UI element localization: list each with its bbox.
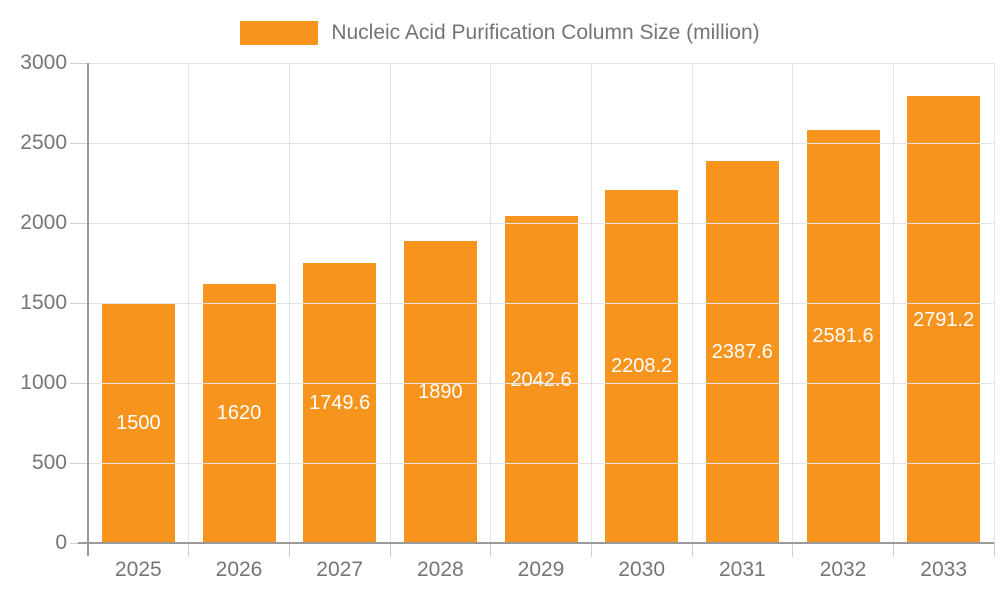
bar-2032[interactable] (806, 129, 880, 543)
x-gridline (993, 63, 995, 543)
bar-2033[interactable] (907, 96, 981, 543)
y-axis-tick-label: 2500 (20, 131, 67, 154)
x-gridline (490, 63, 492, 543)
bar-value-label: 2387.6 (711, 340, 773, 363)
x-axis-tick-label: 2033 (920, 558, 968, 581)
x-gridline (590, 63, 592, 543)
x-tick (288, 543, 290, 557)
y-gridline (88, 462, 994, 464)
y-tick (70, 302, 88, 304)
y-axis-tick-label: 2000 (20, 211, 67, 234)
legend-label[interactable]: Nucleic Acid Purification Column Size (m… (331, 21, 760, 44)
x-axis-tick-label: 2029 (517, 558, 565, 581)
y-axis-tick-label: 0 (55, 531, 67, 554)
x-axis-tick-label: 2030 (618, 558, 666, 581)
bar-value-label: 2042.6 (510, 368, 572, 391)
legend: Nucleic Acid Purification Column Size (m… (0, 21, 1000, 45)
y-axis-tick-label: 500 (31, 451, 67, 474)
x-gridline (892, 63, 894, 543)
y-gridline (88, 382, 994, 384)
bar-value-label: 1749.6 (309, 392, 371, 415)
bar-value-label: 1620 (216, 402, 262, 425)
bar-2025[interactable] (101, 303, 175, 543)
x-axis-tick-label: 2026 (215, 558, 263, 581)
legend-swatch[interactable] (240, 21, 319, 45)
bar-2030[interactable] (605, 189, 679, 543)
x-axis-tick-label: 2027 (316, 558, 364, 581)
x-tick (590, 543, 592, 557)
x-axis-tick-label: 2031 (718, 558, 766, 581)
x-axis-tick-label: 2032 (819, 558, 867, 581)
x-axis-line (78, 542, 994, 544)
y-gridline (88, 302, 994, 304)
bar-value-label: 2581.6 (812, 325, 874, 348)
y-axis-tick-label: 1500 (20, 291, 67, 314)
bar-2031[interactable] (705, 160, 779, 543)
x-gridline (288, 63, 290, 543)
x-gridline (691, 63, 693, 543)
x-tick (792, 543, 794, 557)
bar-value-label: 2791.2 (913, 308, 975, 331)
bar-2028[interactable] (403, 240, 477, 543)
x-gridline (389, 63, 391, 543)
y-gridline (88, 62, 994, 64)
x-tick (993, 543, 995, 557)
bar-value-label: 1500 (116, 412, 161, 434)
y-gridline (88, 222, 994, 224)
x-axis-tick-label: 2028 (416, 558, 464, 581)
x-tick (188, 543, 190, 557)
x-axis-tick-label: 2025 (114, 558, 162, 581)
x-gridline (792, 63, 794, 543)
bar-value-label: 1890 (418, 380, 463, 403)
bar-2027[interactable] (303, 263, 377, 543)
x-gridline (188, 63, 190, 543)
y-tick (70, 462, 88, 464)
y-tick (70, 142, 88, 144)
y-gridline (88, 142, 994, 144)
y-tick (70, 382, 88, 384)
bar-2029[interactable] (504, 216, 578, 543)
y-axis-line (87, 63, 89, 556)
x-tick (691, 543, 693, 557)
y-axis-tick-label: 1000 (20, 371, 67, 394)
x-tick (389, 543, 391, 557)
bar-value-label: 2208.2 (611, 355, 673, 378)
y-axis-tick-label: 3000 (20, 51, 67, 74)
x-tick (892, 543, 894, 557)
y-tick (70, 222, 88, 224)
y-tick (70, 62, 88, 64)
bar-2026[interactable] (202, 283, 276, 543)
x-tick (490, 543, 492, 557)
